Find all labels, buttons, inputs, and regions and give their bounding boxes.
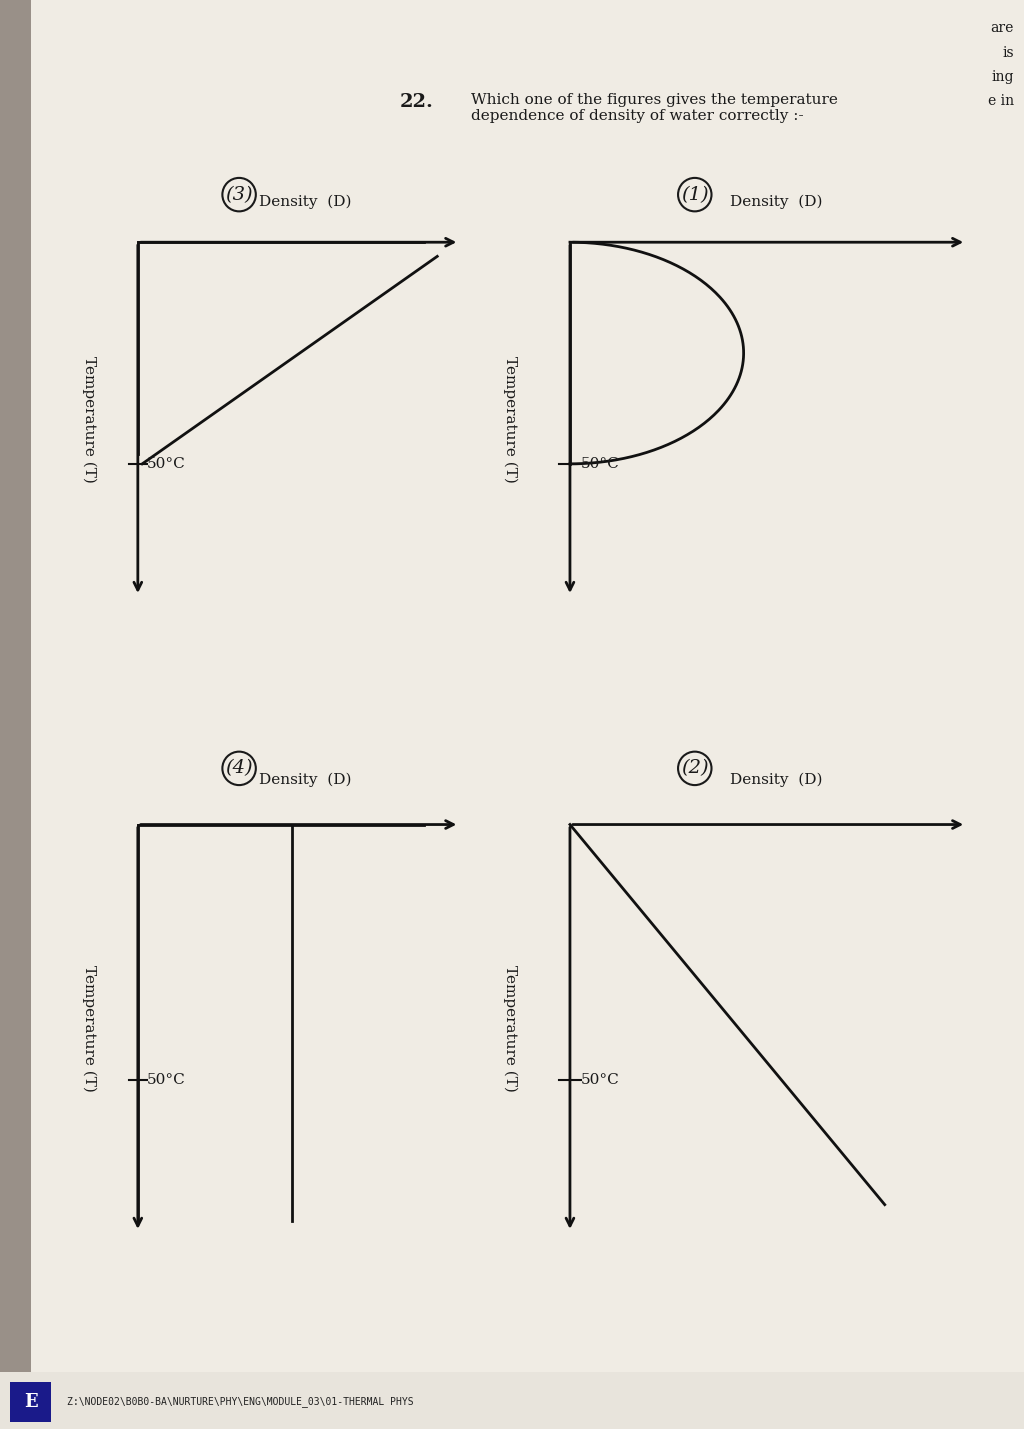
Text: e in: e in (987, 94, 1014, 109)
Text: 50°C: 50°C (146, 457, 185, 470)
Text: Which one of the figures gives the temperature
dependence of density of water co: Which one of the figures gives the tempe… (471, 93, 838, 123)
Text: Density  (D): Density (D) (730, 772, 822, 786)
Text: (4): (4) (225, 759, 253, 777)
Text: Temperature (T): Temperature (T) (82, 965, 96, 1092)
Text: are: are (990, 21, 1014, 36)
Text: Density  (D): Density (D) (259, 772, 351, 786)
Bar (0, 0, 31, 1429)
Text: ing: ing (991, 70, 1014, 84)
Text: is: is (1002, 46, 1014, 60)
Text: Temperature (T): Temperature (T) (503, 965, 517, 1092)
Bar (10, 1382, 51, 1422)
Text: 22.: 22. (399, 93, 433, 111)
Text: 50°C: 50°C (146, 1073, 185, 1086)
Text: Temperature (T): Temperature (T) (503, 356, 517, 483)
Text: Density  (D): Density (D) (730, 194, 822, 209)
Text: (2): (2) (681, 759, 709, 777)
Text: Temperature (T): Temperature (T) (82, 356, 96, 483)
Text: Z:\NODE02\B0B0-BA\NURTURE\PHY\ENG\MODULE_03\01-THERMAL PHYS: Z:\NODE02\B0B0-BA\NURTURE\PHY\ENG\MODULE… (67, 1396, 414, 1408)
Text: (3): (3) (225, 186, 253, 203)
Text: 50°C: 50°C (581, 457, 620, 470)
Text: Density  (D): Density (D) (259, 194, 351, 209)
Text: (1): (1) (681, 186, 709, 203)
Text: 50°C: 50°C (581, 1073, 620, 1086)
Text: E: E (24, 1393, 38, 1410)
Bar (0, 1372, 1024, 1429)
